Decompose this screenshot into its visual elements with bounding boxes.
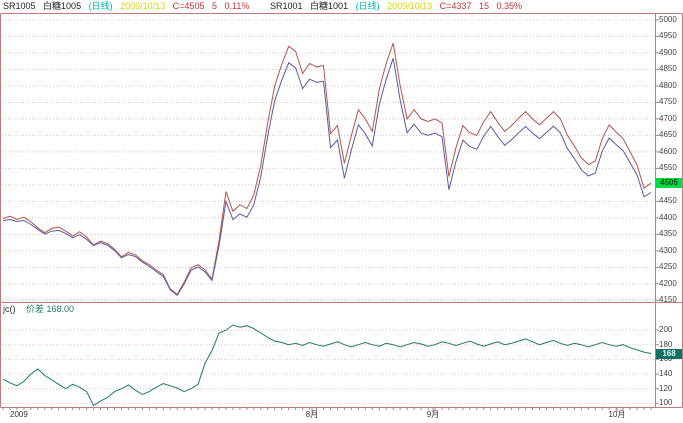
contract2-close: C=4337 bbox=[439, 1, 472, 11]
price-axis-label: 4950 bbox=[659, 31, 677, 41]
contract1-date: 2009/10/13 bbox=[120, 1, 166, 11]
contract1-name: 白糖1005 bbox=[43, 1, 82, 11]
price-axis-label: 4450 bbox=[659, 196, 677, 206]
spread-line bbox=[2, 324, 652, 407]
price-axis-label: 4800 bbox=[659, 80, 677, 90]
sr1005-line bbox=[2, 42, 652, 296]
contract2-change: 15 bbox=[478, 1, 489, 11]
sr1001-line bbox=[2, 58, 652, 297]
spread-axis-label: 140 bbox=[659, 369, 673, 378]
contract1-header: SR1005 白糖1005 (日线) 2009/10/13 C=4505 5 0… bbox=[3, 1, 254, 12]
price-axis[interactable] bbox=[655, 13, 683, 407]
price-axis-label: 4550 bbox=[659, 163, 677, 173]
contract2-name: 白糖1001 bbox=[310, 1, 349, 11]
last-price-badge: 4505 bbox=[656, 178, 682, 188]
contract1-change-pct: 0.11% bbox=[224, 1, 250, 11]
contract1-code: SR1005 bbox=[3, 1, 36, 11]
spread-chart-pane[interactable] bbox=[0, 303, 655, 407]
price-axis-label: 4300 bbox=[659, 245, 677, 255]
spread-axis-label: 180 bbox=[659, 339, 673, 349]
price-axis-label: 4350 bbox=[659, 229, 677, 239]
price-axis-label: 4700 bbox=[659, 113, 677, 123]
price-axis-label: 4650 bbox=[659, 130, 677, 140]
main-chart-pane[interactable] bbox=[0, 14, 655, 302]
price-axis-label: 4400 bbox=[659, 212, 677, 222]
spread-indicator-header: jc() 价差 168.00 bbox=[3, 304, 74, 315]
price-axis-label: 4900 bbox=[659, 47, 677, 57]
contract1-period: (日线) bbox=[88, 1, 113, 11]
price-axis-label: 4200 bbox=[659, 278, 677, 288]
spread-axis-label: 200 bbox=[659, 325, 673, 335]
contract2-code: SR1001 bbox=[270, 1, 303, 11]
x-axis-label: 9月 bbox=[426, 410, 440, 419]
spread-axis-label: 120 bbox=[659, 383, 673, 393]
contract2-date: 2009/10/13 bbox=[387, 1, 433, 11]
contract2-period: (日线) bbox=[355, 1, 380, 11]
contract2-header: SR1001 白糖1001 (日线) 2009/10/13 C=4337 15 … bbox=[270, 1, 527, 12]
price-axis-label: 4750 bbox=[659, 97, 677, 107]
x-axis-label: 8月 bbox=[305, 410, 319, 419]
contract2-change-pct: 0.35% bbox=[496, 1, 523, 11]
time-axis[interactable] bbox=[0, 408, 683, 423]
spread-axis-label: 100 bbox=[659, 398, 673, 408]
spread-indicator-name: jc() bbox=[3, 304, 16, 314]
x-axis-label: 2009 bbox=[10, 410, 28, 419]
price-axis-label: 4250 bbox=[659, 262, 677, 272]
contract1-change: 5 bbox=[211, 1, 217, 11]
price-axis-label: 5000 bbox=[659, 14, 677, 24]
x-axis-label: 10月 bbox=[608, 410, 626, 419]
contract1-close: C=4505 bbox=[172, 1, 205, 11]
price-axis-label: 4150 bbox=[659, 295, 677, 305]
price-axis-label: 4850 bbox=[659, 64, 677, 74]
price-axis-label: 4600 bbox=[659, 146, 677, 156]
spread-indicator-value: 价差 168.00 bbox=[26, 304, 75, 314]
last-spread-badge: 168 bbox=[656, 349, 682, 359]
